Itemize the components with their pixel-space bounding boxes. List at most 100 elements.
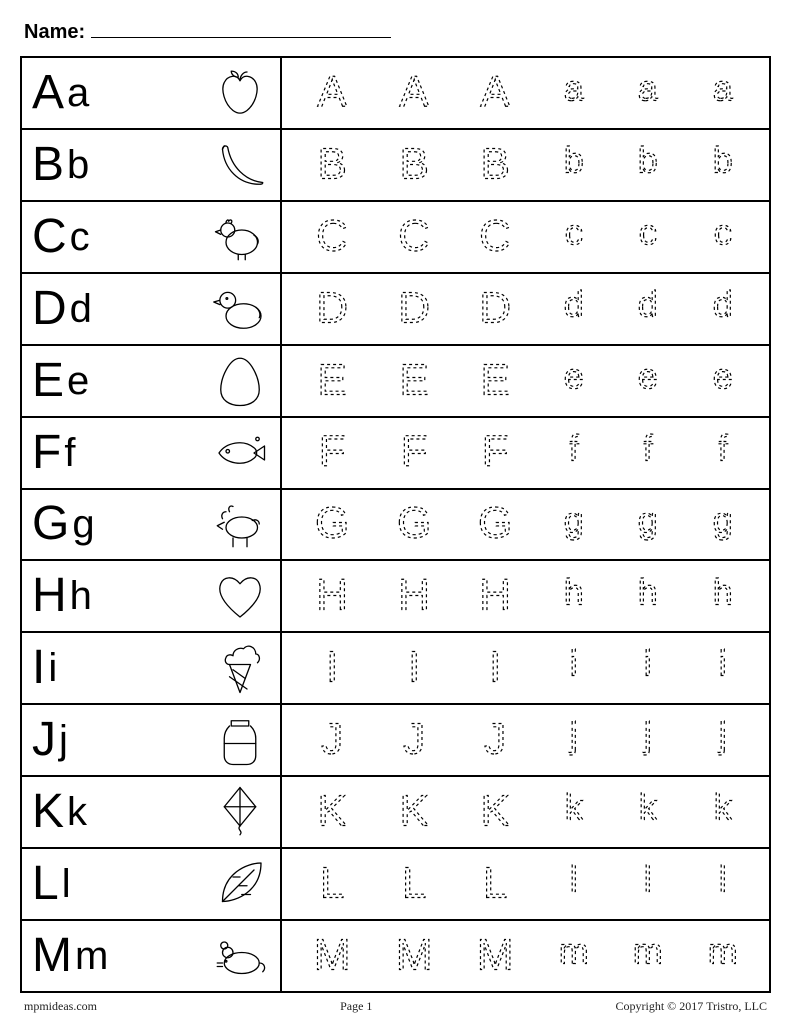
trace-uppercase[interactable]: A <box>471 62 519 124</box>
name-input-line[interactable] <box>91 20 391 38</box>
svg-text:A: A <box>399 67 429 116</box>
trace-uppercase[interactable]: L <box>308 853 356 915</box>
trace-uppercase[interactable]: L <box>390 853 438 915</box>
trace-lowercase[interactable]: h <box>701 571 743 623</box>
trace-uppercase[interactable]: M <box>390 925 438 987</box>
trace-uppercase[interactable]: H <box>471 565 519 627</box>
trace-uppercase[interactable]: J <box>308 709 356 771</box>
trace-uppercase[interactable]: G <box>308 493 356 555</box>
trace-uppercase[interactable]: F <box>471 421 519 483</box>
trace-uppercase[interactable]: B <box>390 134 438 196</box>
trace-lowercase[interactable]: k <box>701 786 743 838</box>
svg-text:L: L <box>320 859 344 908</box>
svg-text:A: A <box>480 67 510 116</box>
trace-lowercase[interactable]: l <box>626 858 668 910</box>
svg-text:C: C <box>317 211 349 260</box>
trace-uppercase[interactable]: A <box>308 62 356 124</box>
trace-lowercase[interactable]: m <box>701 930 743 982</box>
trace-uppercase[interactable]: L <box>471 853 519 915</box>
trace-lowercase[interactable]: e <box>552 355 594 407</box>
trace-lowercase[interactable]: m <box>626 930 668 982</box>
trace-uppercase[interactable]: C <box>390 206 438 268</box>
trace-uppercase[interactable]: H <box>308 565 356 627</box>
trace-lowercase[interactable]: l <box>701 858 743 910</box>
trace-uppercase[interactable]: D <box>308 278 356 340</box>
uppercase-letter: H <box>32 572 66 620</box>
trace-uppercase[interactable]: I <box>471 637 519 699</box>
trace-lowercase[interactable]: d <box>701 283 743 335</box>
trace-uppercase[interactable]: G <box>471 493 519 555</box>
trace-uppercase[interactable]: J <box>471 709 519 771</box>
name-label: Name: <box>24 21 85 44</box>
trace-lowercase[interactable]: c <box>552 211 594 263</box>
trace-uppercase[interactable]: M <box>308 925 356 987</box>
trace-uppercase[interactable]: D <box>390 278 438 340</box>
trace-lowercase[interactable]: m <box>552 930 594 982</box>
trace-uppercase[interactable]: I <box>390 637 438 699</box>
trace-lowercase[interactable]: g <box>701 499 743 551</box>
trace-uppercase[interactable]: J <box>390 709 438 771</box>
trace-lowercase[interactable]: e <box>701 355 743 407</box>
trace-uppercase[interactable]: K <box>390 781 438 843</box>
letter-row: Mm M M M m m m <box>22 921 769 991</box>
trace-uppercase[interactable]: E <box>390 350 438 412</box>
trace-uppercase[interactable]: C <box>308 206 356 268</box>
trace-lowercase[interactable]: l <box>552 858 594 910</box>
svg-text:D: D <box>479 283 511 332</box>
trace-lowercase[interactable]: f <box>552 427 594 479</box>
trace-lowercase[interactable]: k <box>552 786 594 838</box>
trace-lowercase[interactable]: e <box>626 355 668 407</box>
trace-uppercase[interactable]: F <box>308 421 356 483</box>
mouse-icon <box>208 928 272 984</box>
trace-lowercase[interactable]: f <box>701 427 743 479</box>
trace-lowercase[interactable]: h <box>552 571 594 623</box>
trace-lowercase[interactable]: i <box>701 642 743 694</box>
trace-lowercase[interactable]: k <box>626 786 668 838</box>
letter-example-cell: Hh <box>22 561 282 631</box>
goat-icon <box>208 496 272 552</box>
trace-uppercase[interactable]: E <box>471 350 519 412</box>
lowercase-letter: m <box>75 936 108 976</box>
trace-lowercase[interactable]: j <box>552 714 594 766</box>
trace-lowercase[interactable]: c <box>701 211 743 263</box>
trace-lowercase[interactable]: h <box>626 571 668 623</box>
trace-uppercase[interactable]: G <box>390 493 438 555</box>
svg-text:e: e <box>638 355 658 396</box>
trace-uppercase[interactable]: B <box>471 134 519 196</box>
trace-uppercase[interactable]: E <box>308 350 356 412</box>
trace-lowercase[interactable]: j <box>626 714 668 766</box>
trace-uppercase[interactable]: C <box>471 206 519 268</box>
trace-lowercase[interactable]: a <box>552 67 594 119</box>
trace-lowercase[interactable]: b <box>701 139 743 191</box>
trace-lowercase[interactable]: c <box>626 211 668 263</box>
trace-uppercase[interactable]: K <box>471 781 519 843</box>
trace-lowercase[interactable]: f <box>626 427 668 479</box>
trace-lowercase[interactable]: a <box>626 67 668 119</box>
trace-lowercase[interactable]: g <box>626 499 668 551</box>
trace-lowercase[interactable]: i <box>626 642 668 694</box>
chicken-icon <box>208 209 272 265</box>
svg-text:e: e <box>713 355 733 396</box>
trace-uppercase[interactable]: I <box>308 637 356 699</box>
svg-text:a: a <box>564 68 585 109</box>
trace-uppercase[interactable]: A <box>390 62 438 124</box>
svg-text:i: i <box>570 643 578 684</box>
trace-lowercase[interactable]: i <box>552 642 594 694</box>
trace-lowercase[interactable]: a <box>701 67 743 119</box>
trace-lowercase[interactable]: b <box>552 139 594 191</box>
svg-text:b: b <box>638 140 658 181</box>
trace-uppercase[interactable]: F <box>390 421 438 483</box>
trace-lowercase[interactable]: d <box>626 283 668 335</box>
trace-uppercase[interactable]: K <box>308 781 356 843</box>
trace-lowercase[interactable]: j <box>701 714 743 766</box>
trace-lowercase[interactable]: d <box>552 283 594 335</box>
trace-uppercase[interactable]: B <box>308 134 356 196</box>
svg-text:L: L <box>483 859 507 908</box>
trace-uppercase[interactable]: D <box>471 278 519 340</box>
trace-uppercase[interactable]: H <box>390 565 438 627</box>
trace-lowercase[interactable]: b <box>626 139 668 191</box>
svg-text:d: d <box>564 284 584 325</box>
svg-text:C: C <box>398 211 430 260</box>
trace-uppercase[interactable]: M <box>471 925 519 987</box>
trace-lowercase[interactable]: g <box>552 499 594 551</box>
